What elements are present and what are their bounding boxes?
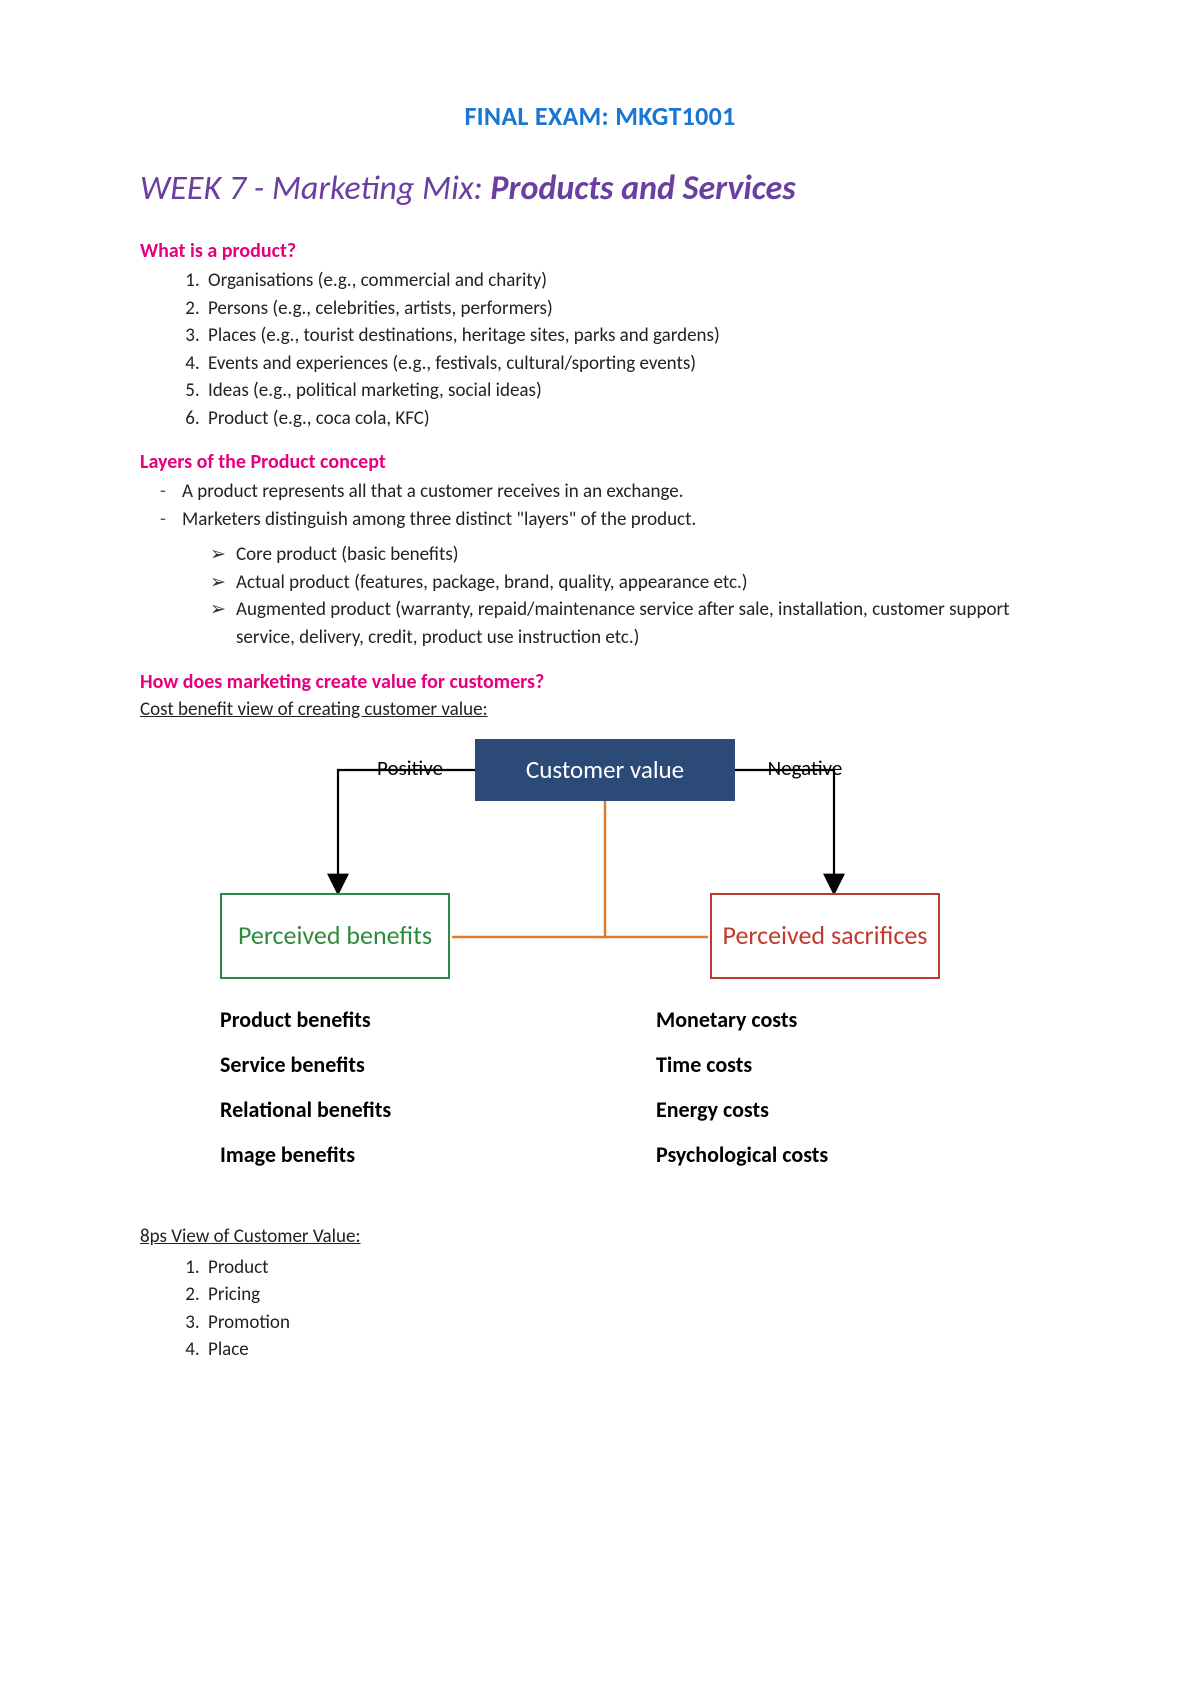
- section-title-layers: Layers of the Product concept: [140, 450, 1060, 474]
- perceived-benefits-box: Perceived benefits: [220, 893, 450, 979]
- list-item: Actual product (features, package, brand…: [236, 569, 1060, 597]
- positive-label: Positive: [360, 753, 460, 783]
- list-item: Product (e.g., coca cola, KFC): [204, 405, 1060, 433]
- what-is-product-list: Organisations (e.g., commercial and char…: [140, 267, 1060, 432]
- week-heading: WEEK 7 - Marketing Mix: Products and Ser…: [140, 168, 1060, 209]
- list-item: Monetary costs: [656, 997, 976, 1042]
- list-item: Places (e.g., tourist destinations, heri…: [204, 322, 1060, 350]
- list-item: Image benefits: [220, 1132, 520, 1177]
- list-item: Marketers distinguish among three distin…: [182, 506, 1060, 534]
- eight-ps-list: Product Pricing Promotion Place: [140, 1254, 1060, 1364]
- list-item: Events and experiences (e.g., festivals,…: [204, 350, 1060, 378]
- negative-label: Negative: [750, 753, 860, 783]
- layers-bullets: A product represents all that a customer…: [140, 478, 1060, 533]
- sacrifices-column: Monetary costs Time costs Energy costs P…: [656, 997, 976, 1177]
- list-item: Psychological costs: [656, 1132, 976, 1177]
- list-item: Place: [204, 1336, 1060, 1364]
- list-item: Core product (basic benefits): [236, 541, 1060, 569]
- list-item: Energy costs: [656, 1087, 976, 1132]
- benefits-column: Product benefits Service benefits Relati…: [220, 997, 520, 1177]
- list-item: A product represents all that a customer…: [182, 478, 1060, 506]
- document-page: FINAL EXAM: MKGT1001 WEEK 7 - Marketing …: [0, 0, 1200, 1696]
- customer-value-diagram: Customer value Positive Negative Perceiv…: [220, 739, 980, 1219]
- list-item: Service benefits: [220, 1042, 520, 1087]
- list-item: Time costs: [656, 1042, 976, 1087]
- layers-arrows: Core product (basic benefits) Actual pro…: [140, 541, 1060, 651]
- list-item: Product benefits: [220, 997, 520, 1042]
- exam-title: FINAL EXAM: MKGT1001: [140, 100, 1060, 132]
- customer-value-box: Customer value: [475, 739, 735, 801]
- list-item: Product: [204, 1254, 1060, 1282]
- eight-ps-subtitle: 8ps View of Customer Value:: [140, 1225, 1060, 1248]
- list-item: Persons (e.g., celebrities, artists, per…: [204, 295, 1060, 323]
- list-item: Pricing: [204, 1281, 1060, 1309]
- section-title-create-value: How does marketing create value for cust…: [140, 670, 1060, 694]
- perceived-sacrifices-box: Perceived sacrifices: [710, 893, 940, 979]
- list-item: Relational benefits: [220, 1087, 520, 1132]
- cost-benefit-subtitle: Cost benefit view of creating customer v…: [140, 698, 1060, 721]
- section-title-what-is-product: What is a product?: [140, 239, 1060, 263]
- week-bold: Products and Services: [490, 168, 795, 209]
- list-item: Ideas (e.g., political marketing, social…: [204, 377, 1060, 405]
- week-prefix: WEEK 7 - Marketing Mix:: [140, 168, 490, 209]
- list-item: Promotion: [204, 1309, 1060, 1337]
- list-item: Augmented product (warranty, repaid/main…: [236, 596, 1060, 651]
- list-item: Organisations (e.g., commercial and char…: [204, 267, 1060, 295]
